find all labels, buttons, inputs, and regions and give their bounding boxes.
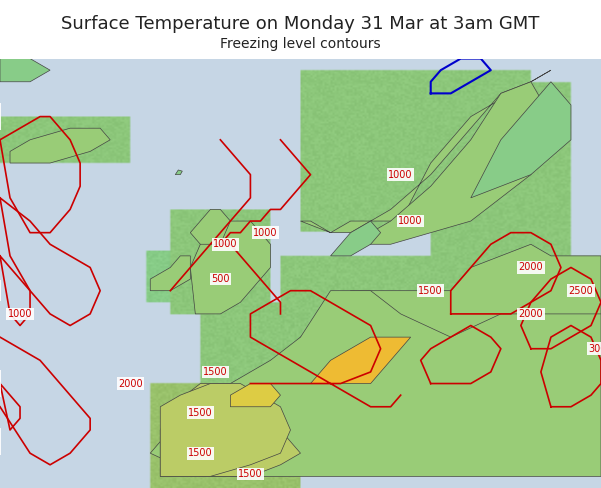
Text: 1500: 1500 — [418, 285, 443, 296]
Polygon shape — [331, 221, 380, 256]
Text: 1500: 1500 — [238, 469, 263, 479]
Text: 2500: 2500 — [569, 285, 593, 296]
Text: 3000: 3000 — [589, 344, 601, 354]
Polygon shape — [150, 256, 191, 291]
Text: Freezing level contours: Freezing level contours — [220, 37, 381, 51]
Text: 2000: 2000 — [118, 379, 142, 388]
Polygon shape — [175, 170, 182, 175]
Text: 500: 500 — [211, 274, 230, 284]
Polygon shape — [200, 291, 601, 476]
Text: 1000: 1000 — [8, 309, 32, 319]
Text: 1500: 1500 — [188, 407, 213, 418]
Text: 1500: 1500 — [188, 448, 213, 458]
Text: 1500: 1500 — [203, 367, 228, 377]
Polygon shape — [160, 384, 290, 476]
Polygon shape — [471, 82, 571, 198]
Text: 1000: 1000 — [388, 170, 413, 180]
Polygon shape — [300, 70, 551, 233]
Text: 2000: 2000 — [519, 263, 543, 272]
Polygon shape — [150, 244, 601, 476]
Polygon shape — [160, 384, 300, 476]
Text: Surface Temperature on Monday 31 Mar at 3am GMT: Surface Temperature on Monday 31 Mar at … — [61, 15, 540, 33]
Text: 1000: 1000 — [213, 239, 237, 249]
Polygon shape — [311, 337, 410, 384]
Polygon shape — [191, 221, 270, 314]
Text: 2000: 2000 — [519, 309, 543, 319]
Polygon shape — [0, 59, 50, 82]
Polygon shape — [10, 128, 110, 163]
Text: 1000: 1000 — [398, 216, 423, 226]
Text: 1000: 1000 — [253, 228, 278, 238]
Polygon shape — [361, 82, 551, 244]
Polygon shape — [191, 209, 230, 244]
Polygon shape — [230, 384, 281, 407]
